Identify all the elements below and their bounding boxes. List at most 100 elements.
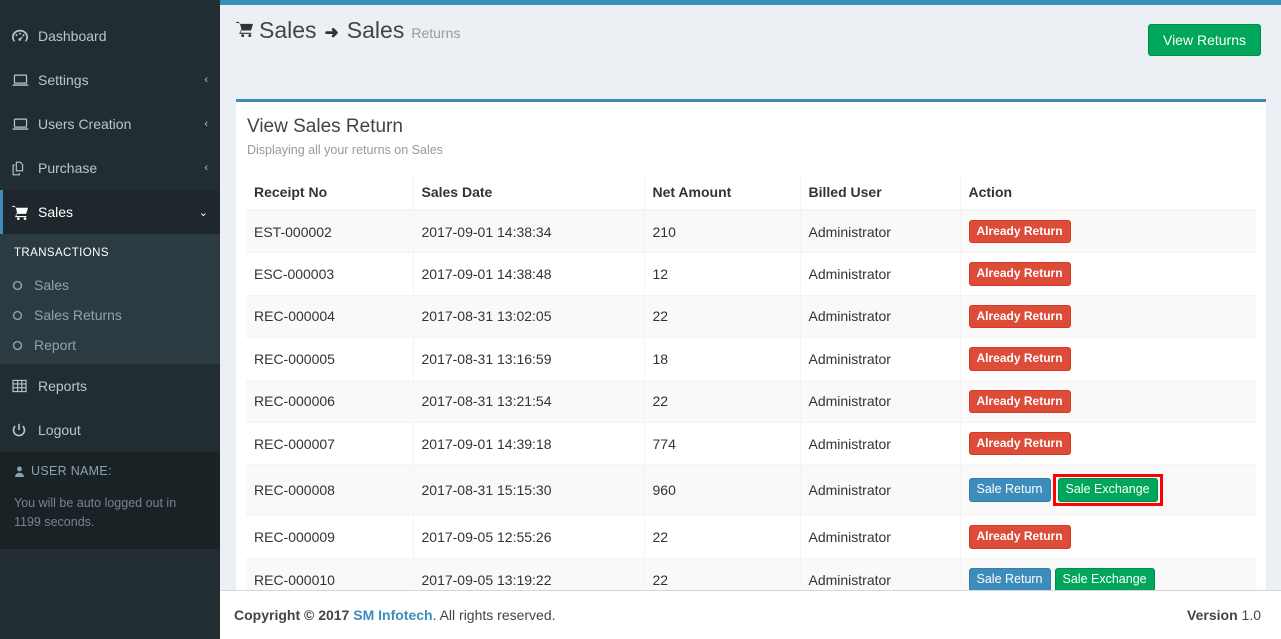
already-return-button[interactable]: Already Return xyxy=(968,389,1071,413)
sales-returns-table: Receipt No Sales Date Net Amount Billed Use… xyxy=(246,175,1256,601)
cell-net-amount: 12 xyxy=(644,252,801,296)
cell-billed-user: Administrator xyxy=(800,209,961,253)
sidebar-item-label: Sales xyxy=(38,204,74,220)
footer-copyright-prefix: Copyright © 2017 xyxy=(234,607,350,623)
cell-action: Already Return xyxy=(960,379,1256,423)
already-return-button[interactable]: Already Return xyxy=(968,220,1071,244)
already-return-button[interactable]: Already Return xyxy=(968,304,1071,329)
cell-billed-user: Administrator xyxy=(800,421,961,465)
cell-net-amount: 774 xyxy=(644,421,801,465)
cell-net-amount: 22 xyxy=(644,379,801,423)
submenu-header: TRANSACTIONS xyxy=(14,247,109,259)
cell-sales-date: 2017-08-31 13:21:54 xyxy=(413,379,645,423)
column-header-billed-user: Billed User xyxy=(800,175,961,211)
sidebar: Dashboard Settings ‹ Users Creation ‹ Purchas… xyxy=(0,0,220,639)
column-header-action: Action xyxy=(960,175,1256,211)
sidebar-item-sales[interactable]: Sales ⌄ xyxy=(0,190,220,234)
cell-receipt-no: REC-000007 xyxy=(246,421,414,465)
submenu-item-report[interactable]: Report xyxy=(0,330,220,360)
footer-version-value: 1.0 xyxy=(1241,607,1261,623)
user-icon xyxy=(14,466,25,477)
page-title: Sales ➜ Sales Returns xyxy=(236,17,1261,44)
table-icon xyxy=(12,379,38,393)
column-header-net-amount: Net Amount xyxy=(644,175,801,211)
breadcrumb-secondary[interactable]: Sales xyxy=(346,17,405,43)
sidebar-item-dashboard[interactable]: Dashboard xyxy=(0,14,220,58)
sidebar-item-label: Logout xyxy=(38,422,81,438)
chevron-down-icon: ⌄ xyxy=(198,206,208,219)
cell-action: Already Return xyxy=(960,421,1256,465)
sidebar-item-reports[interactable]: Reports xyxy=(0,364,220,408)
footer-copyright: Copyright © 2017 SM Infotech. All rights… xyxy=(234,607,1187,623)
cell-net-amount: 210 xyxy=(644,209,801,253)
cell-receipt-no: REC-000005 xyxy=(246,337,414,381)
breadcrumb-primary[interactable]: Sales xyxy=(259,17,317,43)
sidebar-item-label: Purchase xyxy=(38,160,98,176)
cart-icon xyxy=(236,21,254,37)
column-header-sales-date: Sales Date xyxy=(413,175,645,211)
sidebar-item-label: Dashboard xyxy=(38,28,107,44)
sale-exchange-button[interactable]: Sale Exchange xyxy=(1057,478,1158,503)
sidebar-item-users-creation[interactable]: Users Creation ‹ xyxy=(0,102,220,146)
already-return-button[interactable]: Already Return xyxy=(968,431,1071,456)
sidebar-item-logout[interactable]: Logout xyxy=(0,408,220,452)
cell-sales-date: 2017-08-31 15:15:30 xyxy=(413,464,645,516)
table-body: EST-000002 2017-09-01 14:38:34 210 Administ… xyxy=(246,209,1256,601)
table-row: REC-000006 2017-08-31 13:21:54 22 Administr… xyxy=(246,379,1256,423)
circle-o-icon xyxy=(12,340,34,351)
cell-billed-user: Administrator xyxy=(800,515,961,559)
cart-icon xyxy=(12,205,38,220)
laptop-icon xyxy=(12,118,38,131)
dashboard-icon xyxy=(12,29,38,43)
cell-receipt-no: REC-000006 xyxy=(246,379,414,423)
panel-subtitle: Displaying all your returns on Sales xyxy=(247,143,443,157)
breadcrumb-subtitle: Returns xyxy=(411,25,461,41)
user-name-label: USER NAME: xyxy=(31,464,112,478)
sidebar-submenu: TRANSACTIONS Sales Sales Returns Report xyxy=(0,234,220,364)
table-row: REC-000008 2017-08-31 15:15:30 960 Administ… xyxy=(246,464,1256,516)
submenu-item-sales-returns[interactable]: Sales Returns xyxy=(0,300,220,330)
column-header-receipt-no: Receipt No xyxy=(246,175,414,211)
already-return-button[interactable]: Already Return xyxy=(968,525,1071,549)
page-footer: Copyright © 2017 SM Infotech. All rights… xyxy=(220,590,1281,639)
sidebar-item-label: Settings xyxy=(38,72,89,88)
cell-receipt-no: ESC-000003 xyxy=(246,252,414,296)
sidebar-user-panel: USER NAME: You will be auto logged out i… xyxy=(0,452,220,549)
panel-title: View Sales Return xyxy=(247,116,403,137)
table-head: Receipt No Sales Date Net Amount Billed Use… xyxy=(246,175,1256,211)
already-return-button[interactable]: Already Return xyxy=(968,347,1071,371)
table-row: REC-000009 2017-09-05 12:55:26 22 Administr… xyxy=(246,515,1256,559)
copy-icon xyxy=(12,161,38,176)
cell-net-amount: 960 xyxy=(644,464,801,516)
sidebar-item-settings[interactable]: Settings ‹ xyxy=(0,58,220,102)
cell-sales-date: 2017-09-01 14:39:18 xyxy=(413,421,645,465)
chevron-left-icon: ‹ xyxy=(204,74,208,86)
cell-billed-user: Administrator xyxy=(800,464,961,516)
sidebar-secondary-nav: Reports Logout xyxy=(0,364,220,452)
sidebar-item-purchase[interactable]: Purchase ‹ xyxy=(0,146,220,190)
submenu-item-sales[interactable]: Sales xyxy=(0,270,220,300)
submenu-item-label: Report xyxy=(34,337,77,353)
already-return-button[interactable]: Already Return xyxy=(968,262,1071,286)
cell-receipt-no: REC-000008 xyxy=(246,464,414,516)
cell-billed-user: Administrator xyxy=(800,294,961,338)
cell-sales-date: 2017-09-01 14:38:34 xyxy=(413,209,645,253)
table-row: REC-000004 2017-08-31 13:02:05 22 Administr… xyxy=(246,294,1256,338)
cell-action: Already Return xyxy=(960,515,1256,559)
main-content: Sales ➜ Sales Returns View Returns View … xyxy=(220,0,1281,639)
chevron-left-icon: ‹ xyxy=(204,118,208,130)
table-row: EST-000002 2017-09-01 14:38:34 210 Administ… xyxy=(246,209,1256,253)
top-accent-bar xyxy=(220,0,1281,5)
sale-return-button[interactable]: Sale Return xyxy=(968,478,1051,503)
table-header-row: Receipt No Sales Date Net Amount Billed Use… xyxy=(246,175,1256,211)
cell-net-amount: 22 xyxy=(644,294,801,338)
footer-company-link[interactable]: SM Infotech xyxy=(353,607,433,623)
view-returns-button[interactable]: View Returns xyxy=(1147,24,1261,56)
content-header: Sales ➜ Sales Returns View Returns xyxy=(220,5,1281,87)
submenu-item-label: Sales Returns xyxy=(34,307,122,323)
sidebar-item-label: Users Creation xyxy=(38,116,132,132)
auto-logout-timer: You will be auto logged out in 1199 seco… xyxy=(14,496,177,530)
circle-o-icon xyxy=(12,280,34,291)
sale-exchange-button[interactable]: Sale Exchange xyxy=(1054,567,1155,592)
sale-return-button[interactable]: Sale Return xyxy=(968,567,1051,592)
